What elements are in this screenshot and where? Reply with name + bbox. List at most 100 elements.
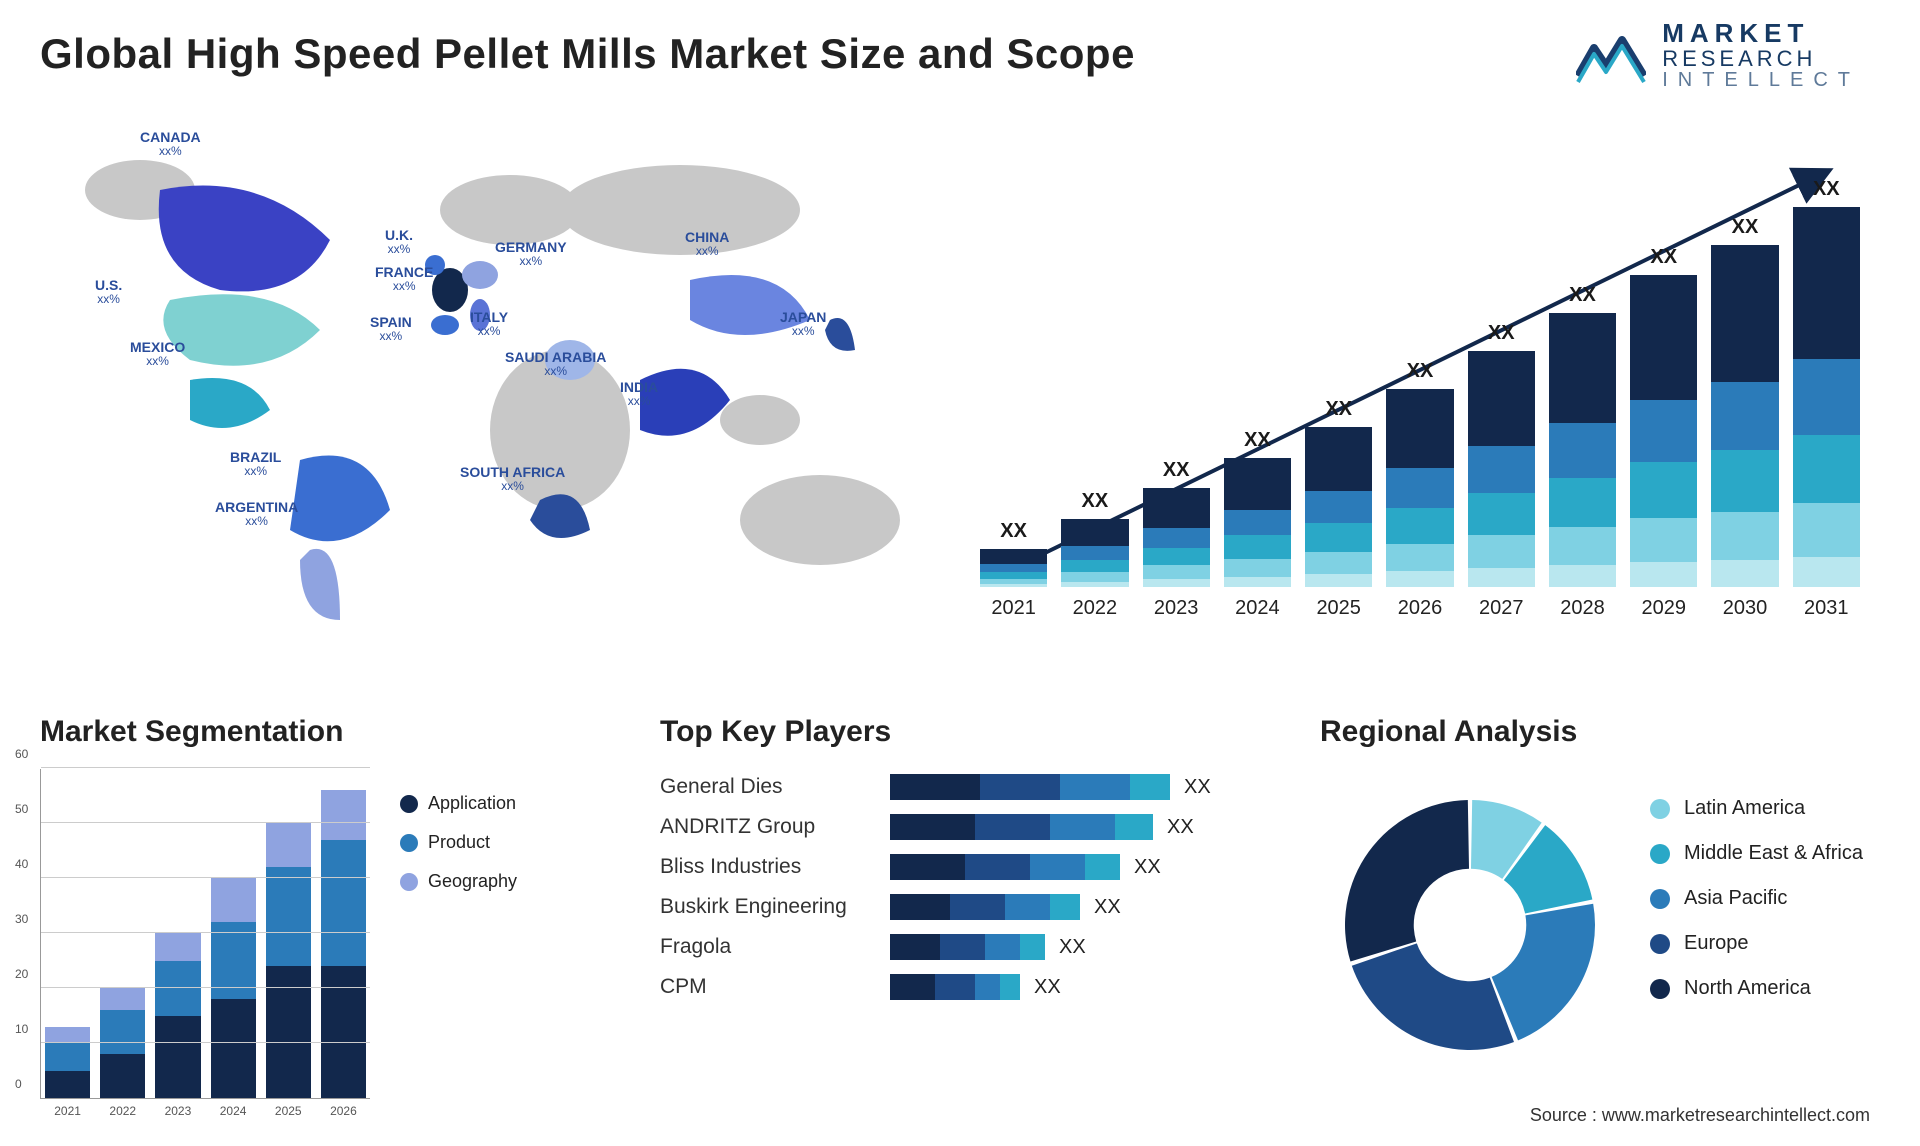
player-bar	[890, 934, 1045, 960]
main-chart-year: 2025	[1316, 597, 1361, 620]
bar-segment	[1061, 582, 1128, 587]
player-bar	[890, 894, 1080, 920]
main-chart-col: XX2021	[980, 520, 1047, 620]
bar-segment	[1711, 245, 1778, 382]
main-chart-col: XX2031	[1793, 178, 1860, 620]
bar-segment	[1711, 382, 1778, 450]
bar-segment	[1711, 512, 1778, 560]
seg-year-label: 2021	[54, 1104, 81, 1118]
seg-year-label: 2023	[165, 1104, 192, 1118]
seg-bar-segment	[100, 988, 145, 1010]
seg-bar-segment	[266, 823, 311, 867]
map-label: JAPANxx%	[780, 310, 826, 339]
player-bar-segment	[1085, 854, 1120, 880]
regional-legend-row: Europe	[1650, 932, 1863, 955]
world-map-svg	[40, 120, 920, 660]
bar-value-label: XX	[1569, 284, 1596, 307]
main-chart-col: XX2026	[1386, 360, 1453, 620]
player-row: FragolaXX	[660, 934, 1280, 960]
player-bar-segment	[1000, 974, 1020, 1000]
bar-segment	[1224, 559, 1291, 577]
seg-col: 2023	[155, 933, 200, 1098]
player-bar-segment	[1050, 894, 1080, 920]
bar-value-label: XX	[1325, 398, 1352, 421]
map-label: BRAZILxx%	[230, 450, 281, 479]
bar-segment	[1630, 462, 1697, 518]
bar-segment	[1630, 562, 1697, 587]
bar-segment	[1793, 557, 1860, 587]
legend-label: Latin America	[1684, 797, 1805, 820]
bar-segment	[1143, 488, 1210, 528]
player-row: ANDRITZ GroupXX	[660, 814, 1280, 840]
bar-segment	[1711, 560, 1778, 587]
seg-bar-segment	[155, 1016, 200, 1099]
bar-segment	[1630, 400, 1697, 462]
market-size-chart: XX2021XX2022XX2023XX2024XX2025XX2026XX20…	[980, 140, 1860, 660]
seg-ytick: 20	[15, 967, 28, 981]
player-bar-segment	[950, 894, 1005, 920]
map-label: U.S.xx%	[95, 278, 122, 307]
player-bar-segment	[890, 854, 965, 880]
legend-swatch	[1650, 799, 1670, 819]
player-bar	[890, 974, 1020, 1000]
seg-bar-segment	[155, 961, 200, 1016]
map-label: SPAINxx%	[370, 315, 412, 344]
bar-value-label: XX	[1488, 322, 1515, 345]
player-bar-segment	[1115, 814, 1153, 840]
regional-section: Regional Analysis Latin AmericaMiddle Ea…	[1320, 715, 1880, 749]
bar-segment	[1793, 207, 1860, 359]
seg-ytick: 0	[15, 1077, 22, 1091]
legend-label: Application	[428, 793, 516, 814]
player-bar-segment	[890, 894, 950, 920]
seg-bar-segment	[100, 1010, 145, 1054]
main-chart-col: XX2027	[1468, 322, 1535, 620]
seg-bar-segment	[211, 999, 256, 1098]
legend-swatch	[1650, 979, 1670, 999]
bar-segment	[1549, 527, 1616, 565]
seg-bar-segment	[155, 933, 200, 961]
brand-logo: MARKET RESEARCH INTELLECT	[1576, 20, 1860, 91]
bar-segment	[1630, 518, 1697, 562]
bar-segment	[1224, 510, 1291, 536]
bar-segment	[1386, 389, 1453, 468]
main-chart-year: 2030	[1723, 597, 1768, 620]
seg-bar-segment	[266, 867, 311, 966]
logo-mark-icon	[1576, 26, 1646, 86]
main-chart-col: XX 2025	[1305, 398, 1372, 620]
seg-col: 2024	[211, 878, 256, 1098]
player-name: Bliss Industries	[660, 855, 890, 879]
player-row: Bliss IndustriesXX	[660, 854, 1280, 880]
seg-year-label: 2025	[275, 1104, 302, 1118]
page-title: Global High Speed Pellet Mills Market Si…	[40, 30, 1135, 78]
map-label: INDIAxx%	[620, 380, 658, 409]
map-label: CANADAxx%	[140, 130, 201, 159]
legend-swatch	[400, 795, 418, 813]
seg-bar-segment	[45, 1043, 90, 1071]
map-label: U.K.xx%	[385, 228, 413, 257]
bar-value-label: XX	[1650, 246, 1677, 269]
map-label: CHINAxx%	[685, 230, 729, 259]
legend-label: North America	[1684, 977, 1811, 1000]
source-attribution: Source : www.marketresearchintellect.com	[1530, 1105, 1870, 1126]
seg-col: 2025	[266, 823, 311, 1098]
bar-segment	[1468, 446, 1535, 493]
player-value: XX	[1167, 816, 1194, 839]
logo-line-2: RESEARCH	[1662, 47, 1860, 70]
player-row: Buskirk EngineeringXX	[660, 894, 1280, 920]
bar-segment	[1305, 491, 1372, 523]
bar-segment	[1143, 579, 1210, 587]
bar-value-label: XX	[1000, 520, 1027, 543]
bar-segment	[1224, 535, 1291, 558]
main-chart-year: 2024	[1235, 597, 1280, 620]
seg-bar-segment	[45, 1027, 90, 1044]
bar-segment	[1386, 571, 1453, 587]
logo-line-1: MARKET	[1662, 20, 1860, 47]
main-chart-col: XX2022	[1061, 490, 1128, 620]
players-title: Top Key Players	[660, 715, 1280, 749]
player-name: Buskirk Engineering	[660, 895, 890, 919]
legend-label: Europe	[1684, 932, 1749, 955]
regional-donut	[1320, 775, 1620, 1075]
bar-segment	[1549, 565, 1616, 587]
player-bar-segment	[890, 774, 980, 800]
regional-legend-row: Middle East & Africa	[1650, 842, 1863, 865]
